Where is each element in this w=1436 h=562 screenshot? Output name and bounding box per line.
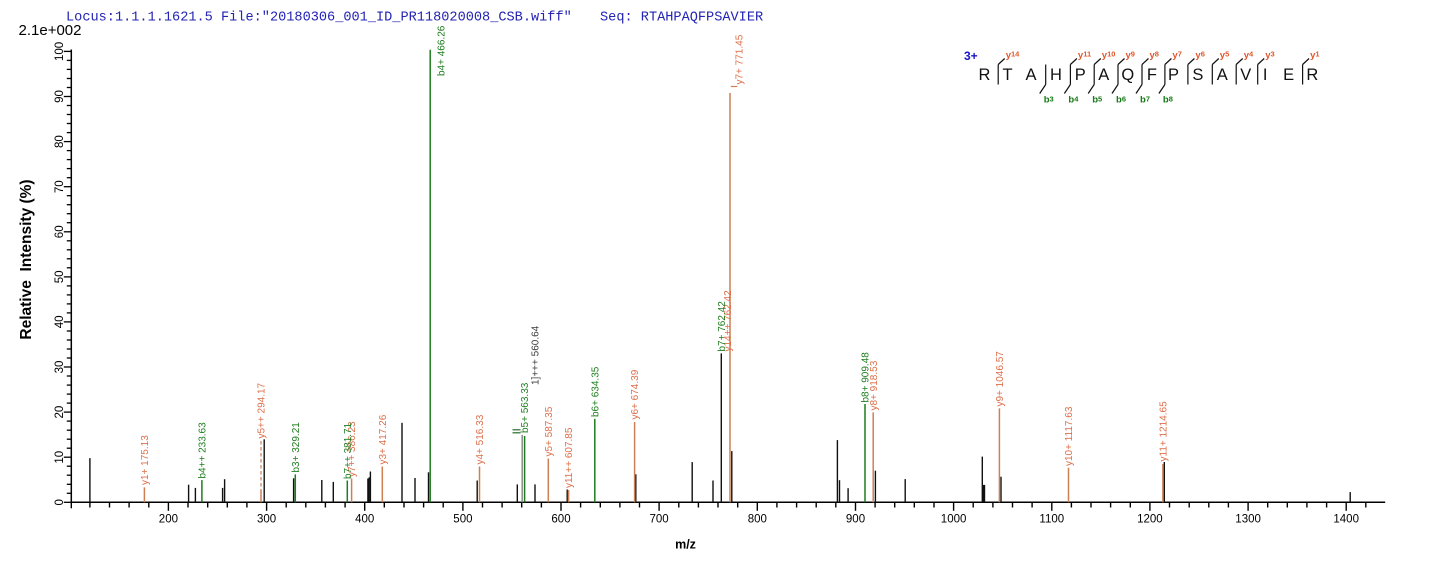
svg-text:b3: b3	[1044, 95, 1054, 106]
svg-text:y6+ 674.39: y6+ 674.39	[630, 369, 641, 419]
svg-text:I: I	[1263, 66, 1268, 84]
svg-text:b7++ 381.71: b7++ 381.71	[343, 422, 354, 479]
svg-text:y10: y10	[1102, 50, 1116, 62]
svg-text:E: E	[1283, 66, 1294, 84]
svg-text:m/z: m/z	[675, 538, 696, 552]
svg-text:1000: 1000	[941, 514, 967, 526]
svg-text:A: A	[1098, 66, 1109, 84]
svg-text:y7++ 386.23: y7++ 386.23	[347, 421, 358, 477]
svg-text:y3+ 417.26: y3+ 417.26	[378, 414, 389, 464]
svg-text:S: S	[1192, 66, 1203, 84]
svg-text:3+: 3+	[964, 49, 978, 63]
svg-text:T: T	[1002, 66, 1012, 84]
svg-text:y8: y8	[1150, 50, 1159, 62]
svg-text:Locus:1.1.1.1621.5 File:"20180: Locus:1.1.1.1621.5 File:"20180306_001_ID…	[66, 11, 572, 26]
svg-text:y9: y9	[1126, 50, 1135, 62]
svg-text:400: 400	[355, 514, 374, 526]
svg-text:1400: 1400	[1333, 514, 1359, 526]
svg-text:b8: b8	[1163, 95, 1173, 106]
svg-text:1]+++ 560.64: 1]+++ 560.64	[530, 325, 541, 385]
svg-text:y5++ 294.17: y5++ 294.17	[257, 382, 268, 438]
svg-text:b7: b7	[1140, 95, 1150, 106]
svg-text:y1: y1	[1310, 50, 1319, 62]
svg-text:300: 300	[257, 514, 276, 526]
svg-text:y14++ 762.42: y14++ 762.42	[723, 290, 734, 352]
svg-text:1300: 1300	[1235, 514, 1261, 526]
svg-text:b4: b4	[1068, 95, 1079, 106]
svg-text:y7: y7	[1172, 50, 1181, 62]
svg-text:y11+ 1214.65: y11+ 1214.65	[1159, 401, 1170, 462]
svg-text:b7+ 762.42: b7+ 762.42	[717, 301, 728, 352]
svg-text:70: 70	[54, 180, 66, 193]
svg-text:0: 0	[54, 499, 66, 505]
svg-text:y14: y14	[1006, 50, 1020, 62]
svg-text:b6+ 634.35: b6+ 634.35	[590, 366, 601, 417]
svg-text:y4: y4	[1244, 50, 1254, 62]
svg-text:10: 10	[54, 451, 66, 464]
svg-text:R: R	[1306, 66, 1318, 84]
svg-text:1200: 1200	[1137, 514, 1163, 526]
svg-text:1100: 1100	[1039, 514, 1064, 526]
svg-text:50: 50	[54, 271, 66, 284]
svg-text:y11: y11	[1078, 50, 1091, 62]
svg-text:Seq: RTAHPAQFPSAVIER: Seq: RTAHPAQFPSAVIER	[600, 11, 763, 26]
svg-text:y8+ 918.53: y8+ 918.53	[869, 360, 880, 410]
svg-text:100: 100	[54, 42, 66, 61]
svg-text:b6: b6	[1116, 95, 1126, 106]
svg-text:700: 700	[650, 514, 669, 526]
svg-text:y10+ 1117.63: y10+ 1117.63	[1064, 406, 1075, 466]
svg-text:F: F	[1147, 66, 1157, 84]
svg-text:Relative Intensity (%): Relative Intensity (%)	[18, 179, 35, 339]
svg-text:A: A	[1217, 66, 1228, 84]
svg-text:R: R	[979, 66, 991, 84]
svg-text:500: 500	[453, 514, 472, 526]
svg-text:y3: y3	[1265, 50, 1274, 62]
svg-text:30: 30	[54, 361, 66, 374]
svg-text:y9+ 1046.57: y9+ 1046.57	[995, 351, 1006, 407]
svg-text:y11++ 607.85: y11++ 607.85	[564, 427, 575, 488]
svg-text:900: 900	[846, 514, 865, 526]
svg-text:60: 60	[54, 225, 66, 238]
svg-text:600: 600	[551, 514, 570, 526]
svg-text:Q: Q	[1121, 66, 1134, 84]
svg-text:40: 40	[54, 316, 66, 329]
svg-text:P: P	[1168, 66, 1179, 84]
svg-text:y5: y5	[1220, 50, 1229, 62]
svg-text:P: P	[1075, 66, 1086, 84]
svg-text:b3+ 329.21: b3+ 329.21	[291, 422, 302, 473]
svg-text:b5+ 563.33: b5+ 563.33	[520, 382, 531, 433]
svg-text:y1+ 175.13: y1+ 175.13	[140, 435, 151, 485]
svg-text:90: 90	[54, 90, 66, 103]
svg-text:A: A	[1025, 66, 1036, 84]
svg-text:b8+ 909.48: b8+ 909.48	[861, 352, 872, 403]
svg-text:V: V	[1240, 66, 1251, 84]
svg-text:b4+ 466.26: b4+ 466.26	[437, 25, 448, 76]
svg-text:y6: y6	[1195, 50, 1204, 62]
svg-text:y4+ 516.33: y4+ 516.33	[475, 414, 486, 464]
svg-text:H: H	[1050, 66, 1062, 84]
svg-text:y5+ 587.35: y5+ 587.35	[544, 406, 555, 456]
svg-text:2.1e+002: 2.1e+002	[19, 22, 82, 39]
svg-text:b5: b5	[1092, 95, 1102, 106]
svg-text:800: 800	[748, 514, 767, 526]
svg-text:80: 80	[54, 135, 66, 148]
svg-text:y7+ 771.45: y7+ 771.45	[734, 34, 745, 84]
svg-text:20: 20	[54, 406, 66, 419]
svg-text:200: 200	[159, 514, 178, 526]
svg-text:b4++ 233.63: b4++ 233.63	[198, 422, 209, 479]
